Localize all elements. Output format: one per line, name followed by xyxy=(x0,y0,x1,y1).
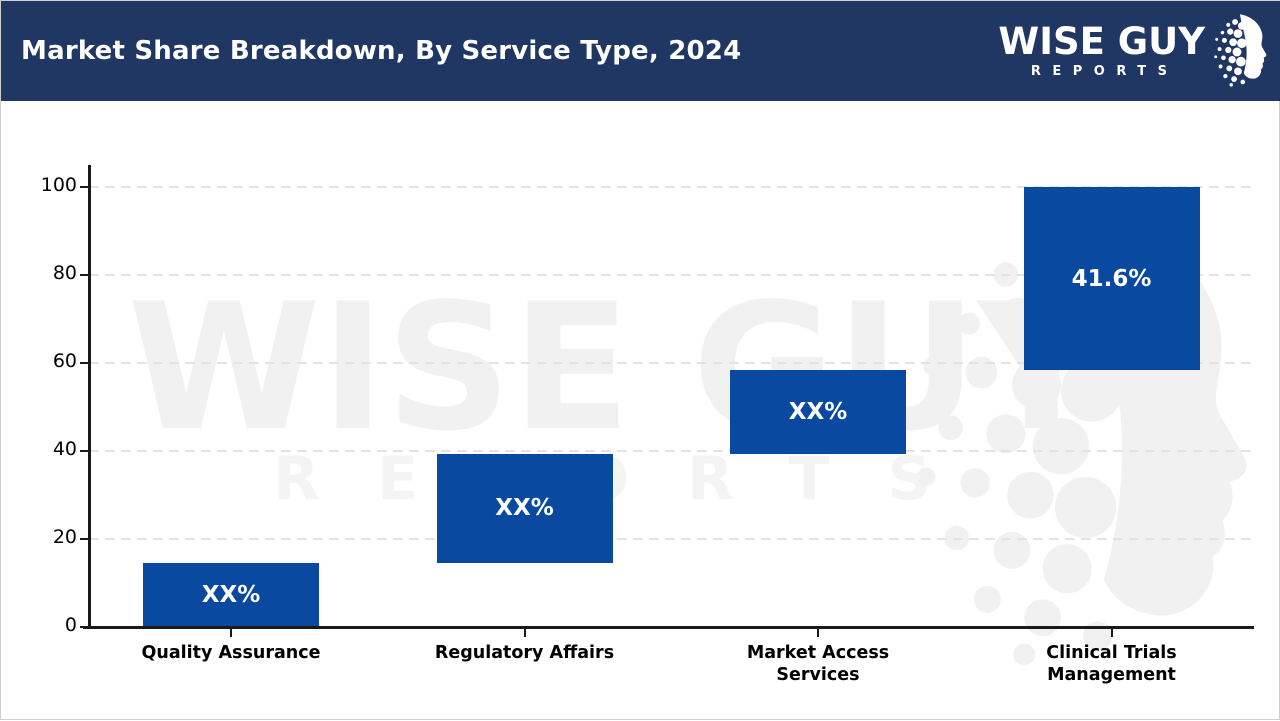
y-tick-label-0: 0 xyxy=(64,614,77,636)
bar-2: XX% xyxy=(436,453,613,564)
y-tick-100 xyxy=(80,186,89,188)
bar-4: 41.6% xyxy=(1023,187,1200,371)
bar-value-label: XX% xyxy=(201,582,261,609)
gridline-80 xyxy=(89,274,1254,276)
bar-value-label: XX% xyxy=(788,398,848,425)
x-tick-2 xyxy=(523,629,526,637)
bar-value-label: 41.6% xyxy=(1071,265,1152,292)
gridline-40 xyxy=(89,450,1254,452)
y-tick-60 xyxy=(80,362,89,364)
y-tick-label-40: 40 xyxy=(52,438,77,460)
header: Market Share Breakdown, By Service Type,… xyxy=(1,1,1280,101)
y-tick-40 xyxy=(80,450,89,452)
gridline-20 xyxy=(89,538,1254,540)
bar-1: XX% xyxy=(143,563,319,627)
y-tick-0 xyxy=(80,626,89,628)
y-tick-label-80: 80 xyxy=(52,262,77,284)
page-title: Market Share Breakdown, By Service Type,… xyxy=(21,36,742,66)
y-tick-label-100: 100 xyxy=(40,174,77,196)
wiseguy-logo: WISE GUY REPORTS xyxy=(998,12,1267,90)
dotted-face-icon xyxy=(1214,14,1267,87)
chart-area: WISE GUY REPORTS 0 20 40 60 80 100 XX% Quality … xyxy=(1,101,1280,721)
y-axis-spine xyxy=(88,165,91,629)
x-tick-4 xyxy=(1110,629,1113,637)
logo-subtext: REPORTS xyxy=(1030,64,1179,79)
gridline-60 xyxy=(89,362,1254,364)
x-axis-spine xyxy=(83,626,1254,629)
logo-wordmark: WISE GUY xyxy=(998,20,1205,63)
category-label: Quality Assurance xyxy=(141,643,321,663)
category-label: Clinical Trials Management xyxy=(1046,643,1177,685)
y-tick-label-60: 60 xyxy=(52,350,77,372)
x-tick-1 xyxy=(230,629,232,637)
y-tick-80 xyxy=(80,274,89,276)
x-tick-3 xyxy=(817,629,819,637)
bar-3: XX% xyxy=(730,370,906,454)
gridline-100 xyxy=(89,186,1254,188)
category-label: Regulatory Affairs xyxy=(434,643,615,663)
y-tick-label-20: 20 xyxy=(52,526,77,548)
category-label: Market Access Services xyxy=(746,643,890,685)
bar-value-label: XX% xyxy=(495,495,554,522)
logo-text: WISE GUY REPORTS xyxy=(998,23,1205,79)
y-tick-20 xyxy=(80,538,89,540)
